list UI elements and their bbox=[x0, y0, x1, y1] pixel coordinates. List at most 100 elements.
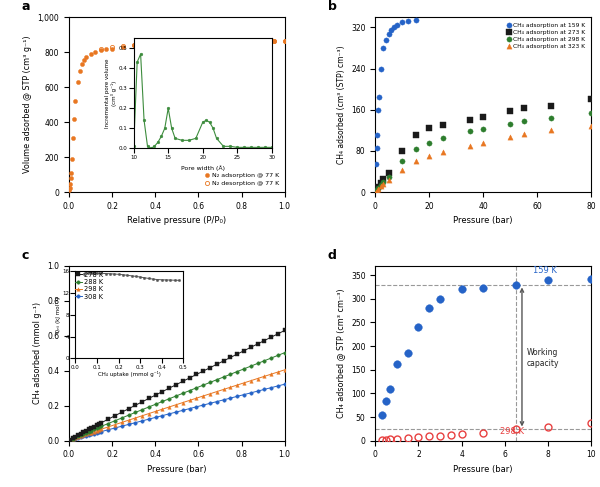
N₂ desorption @ 77 K bbox=[141, 41, 148, 47]
N₂ adsorption @ 77 K bbox=[79, 61, 86, 67]
278 K bbox=[193, 372, 200, 377]
308 K bbox=[145, 416, 152, 422]
Line: 298 K: 298 K bbox=[68, 368, 286, 442]
CH₄ adsorption at 323 K bbox=[519, 131, 529, 138]
308 K bbox=[247, 390, 254, 396]
CH₄ adsorption at 273 K bbox=[376, 179, 385, 187]
298 K bbox=[274, 369, 281, 375]
288 K bbox=[186, 388, 193, 393]
278 K bbox=[118, 409, 125, 415]
298 K bbox=[104, 424, 112, 430]
308 K bbox=[268, 385, 275, 391]
CH₄ adsorption at 273 K bbox=[397, 147, 407, 155]
298 K bbox=[145, 411, 152, 416]
CH₄ adsorption at 273 K bbox=[373, 183, 383, 191]
Line: 278 K: 278 K bbox=[68, 329, 286, 442]
308 K bbox=[139, 418, 146, 424]
N₂ adsorption @ 77 K bbox=[184, 38, 191, 44]
CH₄ adsorption at 159 K bbox=[381, 37, 391, 44]
288 K bbox=[227, 372, 234, 377]
CH₄ adsorption at 273 K bbox=[546, 102, 556, 110]
N₂ desorption @ 77 K bbox=[217, 38, 224, 44]
N₂ adsorption @ 77 K bbox=[109, 46, 116, 52]
CH₄ adsorption at 159 K bbox=[379, 44, 388, 52]
CH₄ adsorption at 323 K bbox=[546, 127, 556, 134]
Legend: 278 K, 288 K, 298 K, 308 K: 278 K, 288 K, 298 K, 308 K bbox=[73, 269, 106, 302]
CH₄ adsorption at 273 K bbox=[372, 186, 382, 193]
CH₄ adsorption at 323 K bbox=[586, 122, 596, 130]
CH₄ adsorption at 159 K bbox=[397, 19, 407, 26]
N₂ desorption @ 77 K bbox=[98, 46, 105, 52]
N₂ adsorption @ 77 K bbox=[227, 38, 235, 44]
Y-axis label: CH₄ adsorbed (cm³ (STP) cm⁻³): CH₄ adsorbed (cm³ (STP) cm⁻³) bbox=[337, 45, 346, 164]
CH₄ adsorption at 298 K bbox=[372, 186, 382, 194]
288 K bbox=[139, 407, 146, 412]
288 K bbox=[200, 382, 207, 388]
N₂ adsorption @ 77 K bbox=[102, 47, 109, 53]
N₂ adsorption @ 77 K bbox=[195, 38, 202, 44]
CH₄ adsorption at 159 K bbox=[403, 17, 412, 24]
X-axis label: Pressure (bar): Pressure (bar) bbox=[147, 465, 206, 474]
288 K bbox=[85, 429, 92, 434]
278 K bbox=[85, 427, 92, 432]
CH₄ adsorption at 273 K bbox=[424, 124, 434, 131]
298 K bbox=[82, 431, 89, 437]
Text: a: a bbox=[22, 0, 30, 13]
N₂ adsorption @ 77 K bbox=[66, 185, 73, 191]
298 K bbox=[67, 437, 74, 443]
N₂ adsorption @ 77 K bbox=[98, 47, 105, 53]
CH₄ adsorption at 159 K bbox=[411, 16, 421, 23]
288 K bbox=[88, 428, 95, 433]
288 K bbox=[112, 418, 119, 424]
288 K bbox=[166, 396, 173, 402]
298 K bbox=[233, 382, 241, 388]
278 K bbox=[74, 432, 82, 438]
298 K bbox=[132, 415, 139, 421]
288 K bbox=[152, 401, 159, 407]
278 K bbox=[91, 424, 98, 430]
308 K bbox=[281, 381, 289, 387]
288 K bbox=[72, 434, 79, 440]
N₂ adsorption @ 77 K bbox=[68, 170, 75, 176]
298 K bbox=[95, 427, 103, 433]
298 K bbox=[159, 406, 166, 412]
278 K bbox=[125, 406, 132, 412]
278 K bbox=[72, 434, 79, 440]
308 K bbox=[132, 420, 139, 426]
CH₄ adsorption at 273 K bbox=[586, 95, 596, 103]
308 K bbox=[254, 388, 261, 394]
N₂ desorption @ 77 K bbox=[227, 38, 235, 44]
Legend: N₂ adsorption @ 77 K, N₂ desorption @ 77 K: N₂ adsorption @ 77 K, N₂ desorption @ 77… bbox=[201, 170, 281, 189]
CH₄ adsorption at 298 K bbox=[376, 181, 385, 189]
CH₄ adsorption at 323 K bbox=[376, 183, 385, 190]
278 K bbox=[247, 344, 254, 350]
288 K bbox=[74, 433, 82, 439]
CH₄ adsorption at 323 K bbox=[373, 185, 383, 193]
308 K bbox=[261, 387, 268, 393]
CH₄ adsorption at 323 K bbox=[397, 166, 407, 174]
Line: 288 K: 288 K bbox=[68, 351, 286, 442]
288 K bbox=[220, 374, 227, 380]
X-axis label: Pressure (bar): Pressure (bar) bbox=[454, 465, 513, 474]
Text: 298 K: 298 K bbox=[500, 427, 524, 436]
288 K bbox=[95, 424, 103, 430]
278 K bbox=[254, 341, 261, 347]
288 K bbox=[104, 421, 112, 427]
278 K bbox=[69, 435, 76, 441]
308 K bbox=[213, 399, 220, 405]
298 K bbox=[72, 435, 79, 441]
288 K bbox=[91, 427, 98, 432]
298 K bbox=[93, 428, 100, 434]
308 K bbox=[200, 402, 207, 408]
CH₄ adsorption at 323 K bbox=[465, 142, 475, 150]
N₂ desorption @ 77 K bbox=[163, 39, 170, 45]
298 K bbox=[125, 417, 132, 423]
CH₄ adsorption at 298 K bbox=[519, 117, 529, 125]
308 K bbox=[98, 429, 105, 434]
Text: c: c bbox=[22, 249, 29, 262]
278 K bbox=[145, 395, 152, 401]
N₂ adsorption @ 77 K bbox=[67, 175, 74, 181]
308 K bbox=[91, 431, 98, 436]
N₂ adsorption @ 77 K bbox=[70, 135, 77, 141]
CH₄ adsorption at 323 K bbox=[384, 176, 394, 184]
